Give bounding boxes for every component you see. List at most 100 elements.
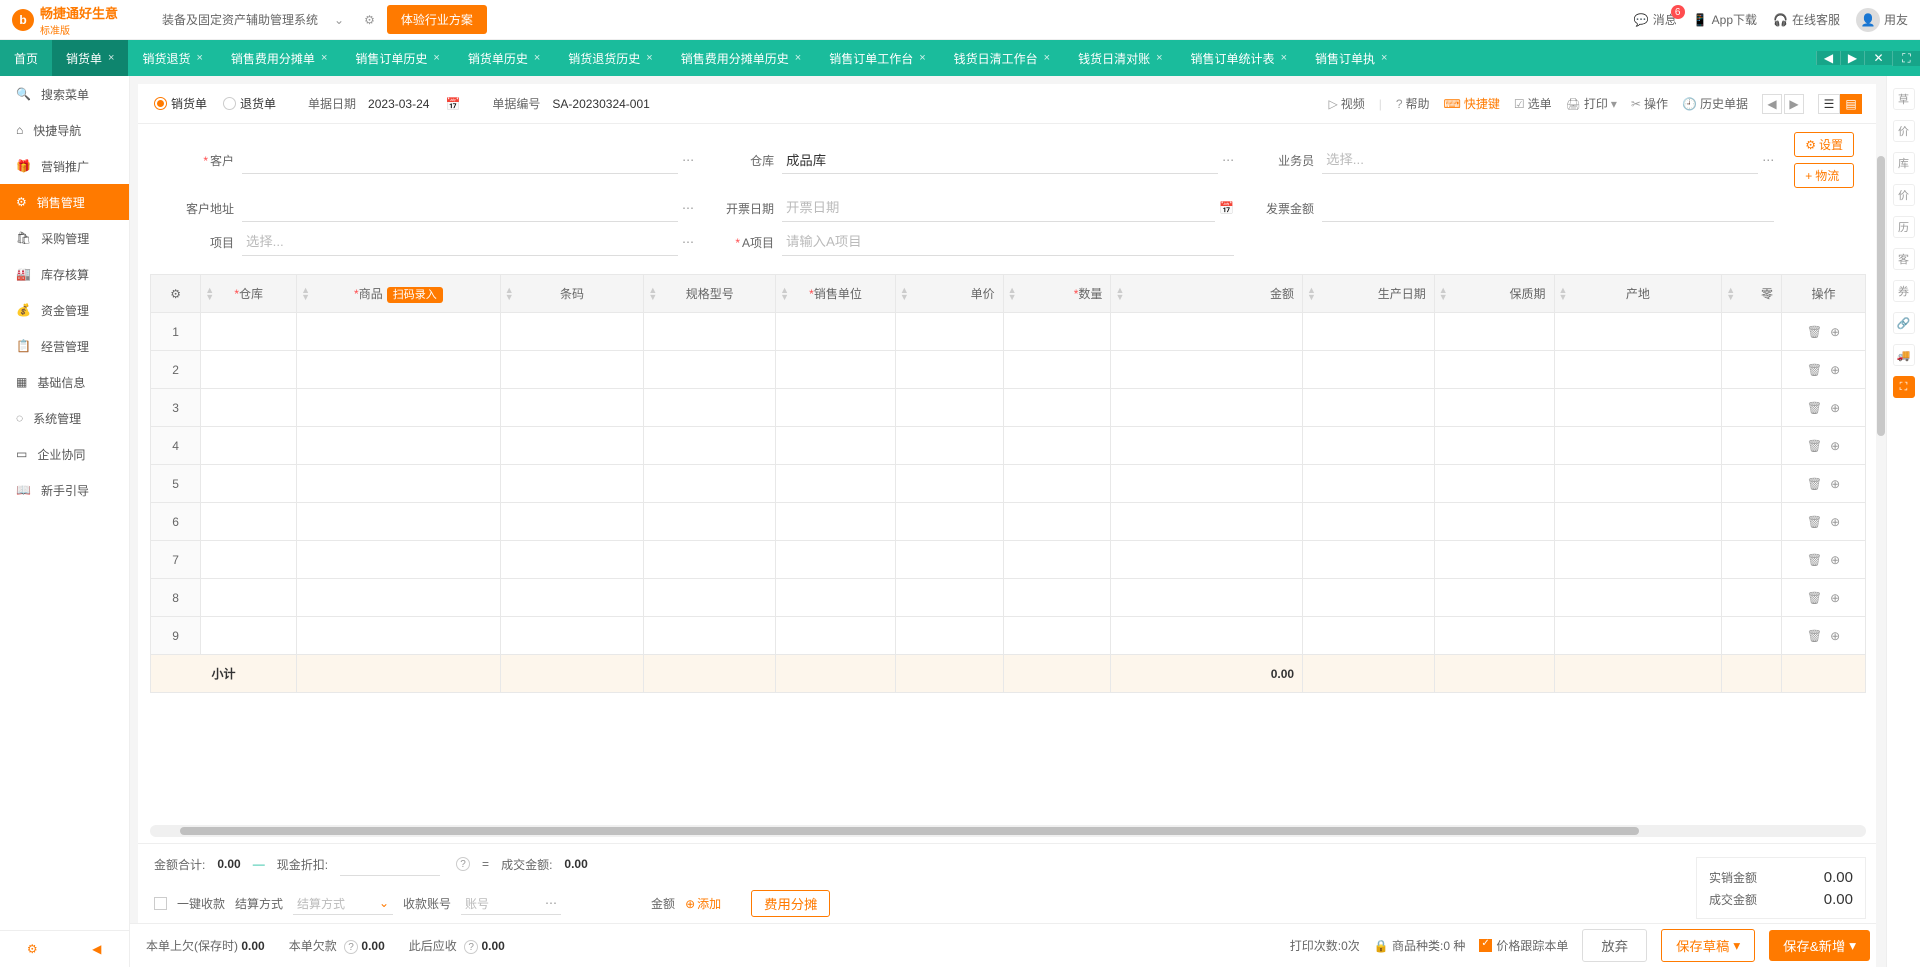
table-cell[interactable]	[1554, 579, 1722, 617]
close-icon[interactable]: ×	[321, 52, 327, 64]
table-cell[interactable]	[895, 465, 1003, 503]
table-cell[interactable]	[895, 389, 1003, 427]
view-detail-button[interactable]: ▤	[1840, 94, 1862, 114]
sidebar-item-资金管理[interactable]: 💰资金管理	[0, 292, 129, 328]
shortcut-link[interactable]: ⌨快捷键	[1444, 95, 1500, 112]
col-warehouse[interactable]: ▲▼*仓库	[201, 275, 297, 313]
save-new-button[interactable]: 保存&新增▾	[1769, 930, 1870, 961]
table-cell[interactable]	[1111, 313, 1303, 351]
table-cell[interactable]	[1303, 389, 1435, 427]
table-cell[interactable]	[1722, 541, 1782, 579]
table-cell[interactable]	[297, 389, 501, 427]
table-cell[interactable]	[1111, 579, 1303, 617]
cash-discount-input[interactable]	[340, 852, 440, 876]
table-cell[interactable]	[776, 465, 896, 503]
customer-input[interactable]	[242, 146, 678, 174]
table-cell[interactable]	[644, 313, 776, 351]
rail-icon-4[interactable]: 历	[1893, 216, 1915, 238]
col-unit[interactable]: ▲▼*销售单位	[776, 275, 896, 313]
rail-icon-7[interactable]: 🔗	[1893, 312, 1915, 334]
table-cell[interactable]	[1003, 541, 1111, 579]
table-cell[interactable]	[1722, 503, 1782, 541]
close-icon[interactable]: ×	[433, 52, 439, 64]
table-cell[interactable]	[1554, 503, 1722, 541]
table-cell[interactable]	[201, 389, 297, 427]
salesman-more-icon[interactable]: ⋯	[1762, 153, 1774, 167]
table-cell[interactable]	[297, 313, 501, 351]
help-icon[interactable]: ?	[464, 940, 478, 954]
table-cell[interactable]	[297, 351, 501, 389]
tab-钱货日清对账[interactable]: 钱货日清对账×	[1064, 40, 1176, 76]
account-select[interactable]: 账号⋯	[461, 893, 561, 915]
sidebar-item-营销推广[interactable]: 🎁营销推广	[0, 148, 129, 184]
table-cell[interactable]	[201, 465, 297, 503]
table-row[interactable]: 3🗑⊕	[151, 389, 1866, 427]
close-icon[interactable]: ×	[919, 52, 925, 64]
table-cell[interactable]	[201, 313, 297, 351]
add-row-icon[interactable]: ⊕	[1830, 629, 1840, 643]
experience-button[interactable]: 体验行业方案	[387, 5, 487, 34]
table-cell[interactable]	[1554, 351, 1722, 389]
table-cell[interactable]	[1003, 503, 1111, 541]
sidebar-item-经营管理[interactable]: 📋经营管理	[0, 328, 129, 364]
table-cell[interactable]	[644, 389, 776, 427]
table-cell[interactable]	[776, 617, 896, 655]
close-icon[interactable]: ×	[534, 52, 540, 64]
tab-销售订单历史[interactable]: 销售订单历史×	[341, 40, 453, 76]
tabs-fullscreen[interactable]: ⛶	[1892, 51, 1920, 66]
select-order-link[interactable]: ☑选单	[1514, 95, 1552, 112]
table-cell[interactable]	[1554, 427, 1722, 465]
table-cell[interactable]	[1111, 351, 1303, 389]
tab-销货单历史[interactable]: 销货单历史×	[454, 40, 554, 76]
table-cell[interactable]	[1434, 313, 1554, 351]
help-link[interactable]: ?帮助	[1396, 95, 1430, 112]
close-icon[interactable]: ×	[1156, 52, 1162, 64]
sidebar-item-新手引导[interactable]: 📖新手引导	[0, 472, 129, 508]
table-cell[interactable]	[201, 351, 297, 389]
rail-icon-8[interactable]: 🚚	[1893, 344, 1915, 366]
sidebar-item-系统管理[interactable]: ◌系统管理	[0, 400, 129, 436]
settle-method-select[interactable]: 结算方式⌄	[293, 893, 393, 915]
table-cell[interactable]	[895, 617, 1003, 655]
history-link[interactable]: 🕘历史单据	[1682, 95, 1748, 112]
table-cell[interactable]	[895, 541, 1003, 579]
close-icon[interactable]: ×	[1281, 52, 1287, 64]
table-cell[interactable]	[1554, 541, 1722, 579]
sidebar-settings-button[interactable]: ⚙	[0, 931, 65, 967]
price-track-checkbox[interactable]	[1479, 939, 1492, 952]
table-cell[interactable]	[776, 313, 896, 351]
project-more-icon[interactable]: ⋯	[682, 235, 694, 249]
col-prod-date[interactable]: ▲▼生产日期	[1303, 275, 1435, 313]
table-cell[interactable]	[1303, 465, 1435, 503]
table-cell[interactable]	[500, 617, 644, 655]
prev-doc-button[interactable]: ◀	[1762, 94, 1782, 114]
sidebar-item-基础信息[interactable]: ▦基础信息	[0, 364, 129, 400]
table-cell[interactable]	[644, 503, 776, 541]
add-row-icon[interactable]: ⊕	[1830, 363, 1840, 377]
table-cell[interactable]	[1303, 503, 1435, 541]
table-cell[interactable]	[1554, 465, 1722, 503]
table-cell[interactable]	[1434, 503, 1554, 541]
table-cell[interactable]	[1722, 427, 1782, 465]
col-origin[interactable]: ▲▼产地	[1554, 275, 1722, 313]
customer-addr-input[interactable]	[242, 194, 678, 222]
tab-销售费用分摊单历史[interactable]: 销售费用分摊单历史×	[667, 40, 815, 76]
table-cell[interactable]	[1554, 313, 1722, 351]
settings-icon[interactable]: ⚙	[364, 13, 375, 27]
print-link[interactable]: 🖨打印▾	[1566, 95, 1617, 112]
online-service-button[interactable]: 🎧 在线客服	[1773, 11, 1840, 28]
table-cell[interactable]	[1434, 389, 1554, 427]
scan-entry-button[interactable]: 扫码录入	[387, 287, 443, 303]
help-icon[interactable]: ?	[456, 857, 470, 871]
table-cell[interactable]	[1303, 313, 1435, 351]
add-row-icon[interactable]: ⊕	[1830, 401, 1840, 415]
col-shelf-life[interactable]: ▲▼保质期	[1434, 275, 1554, 313]
table-cell[interactable]	[776, 541, 896, 579]
sidebar-collapse-button[interactable]: ◀	[65, 931, 130, 967]
table-row[interactable]: 8🗑⊕	[151, 579, 1866, 617]
table-cell[interactable]	[1303, 579, 1435, 617]
table-cell[interactable]	[1003, 313, 1111, 351]
operate-link[interactable]: ✂操作	[1631, 95, 1668, 112]
table-cell[interactable]	[1003, 351, 1111, 389]
video-link[interactable]: ▷视频	[1328, 95, 1364, 112]
